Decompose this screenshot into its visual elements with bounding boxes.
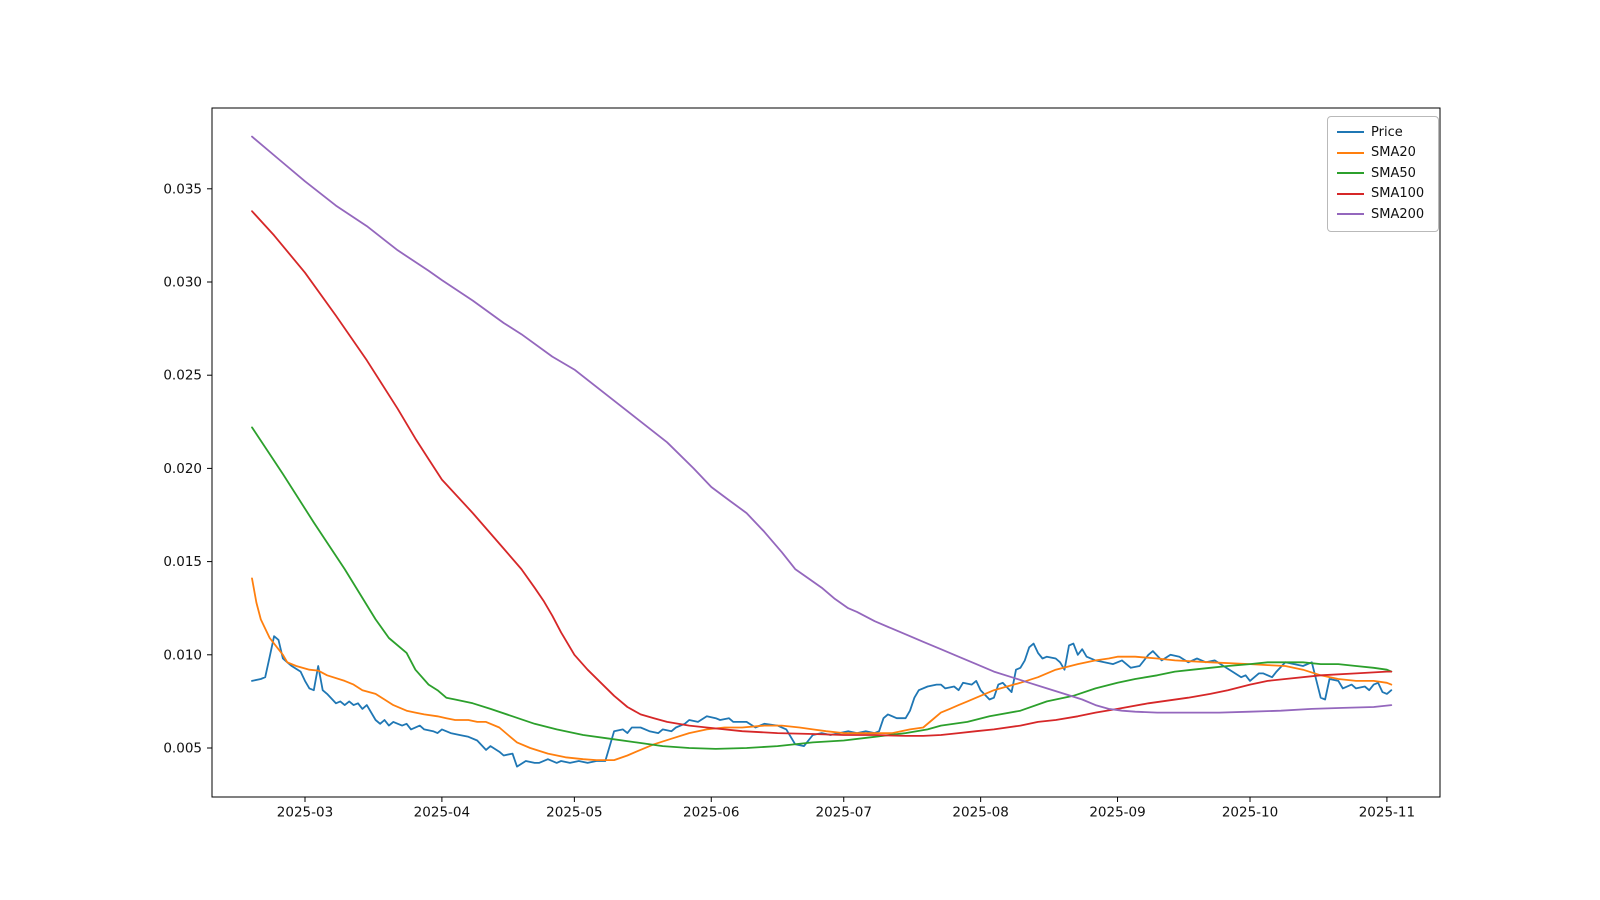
x-tick-label: 2025-07 [816, 805, 872, 821]
x-tick-label: 2025-11 [1359, 805, 1415, 821]
x-tick-label: 2025-04 [414, 805, 470, 821]
y-tick-label: 0.025 [163, 368, 202, 384]
series-line-sma20 [251, 577, 1393, 761]
y-tick-label: 0.035 [163, 181, 202, 197]
series-line-sma100 [251, 210, 1393, 737]
legend-swatch-sma200 [1337, 213, 1364, 216]
y-tick-label: 0.015 [163, 554, 202, 570]
series-line-sma50 [251, 426, 1393, 750]
legend-label: SMA100 [1371, 186, 1425, 202]
y-tick-label: 0.020 [163, 461, 202, 477]
y-tick-label: 0.030 [163, 275, 202, 291]
legend-item-sma100: SMA100 [1337, 184, 1429, 205]
legend-swatch-sma100 [1337, 192, 1364, 195]
legend-item-price: Price [1337, 122, 1429, 143]
x-tick-label: 2025-08 [952, 805, 1008, 821]
legend-label: SMA200 [1371, 206, 1425, 222]
legend-item-sma200: SMA200 [1337, 204, 1429, 225]
x-tick-label: 2025-10 [1222, 805, 1278, 821]
series-line-price [251, 635, 1393, 768]
x-tick-label: 2025-09 [1089, 805, 1145, 821]
legend-swatch-sma20 [1337, 151, 1364, 154]
legend-label: Price [1371, 124, 1403, 140]
x-tick-label: 2025-03 [277, 805, 333, 821]
x-tick-label: 2025-06 [683, 805, 739, 821]
legend-label: SMA50 [1371, 165, 1416, 181]
series-line-sma200 [251, 135, 1393, 714]
legend: Price SMA20 SMA50 SMA100 SMA200 [1327, 116, 1439, 232]
y-tick-label: 0.005 [163, 741, 202, 757]
x-tick-label: 2025-05 [546, 805, 602, 821]
legend-label: SMA20 [1371, 145, 1416, 161]
y-tick-label: 0.010 [163, 647, 202, 663]
legend-swatch-sma50 [1337, 172, 1364, 175]
axes-frame [211, 107, 1441, 798]
legend-item-sma20: SMA20 [1337, 143, 1429, 164]
legend-item-sma50: SMA50 [1337, 163, 1429, 184]
legend-swatch-price [1337, 131, 1364, 134]
